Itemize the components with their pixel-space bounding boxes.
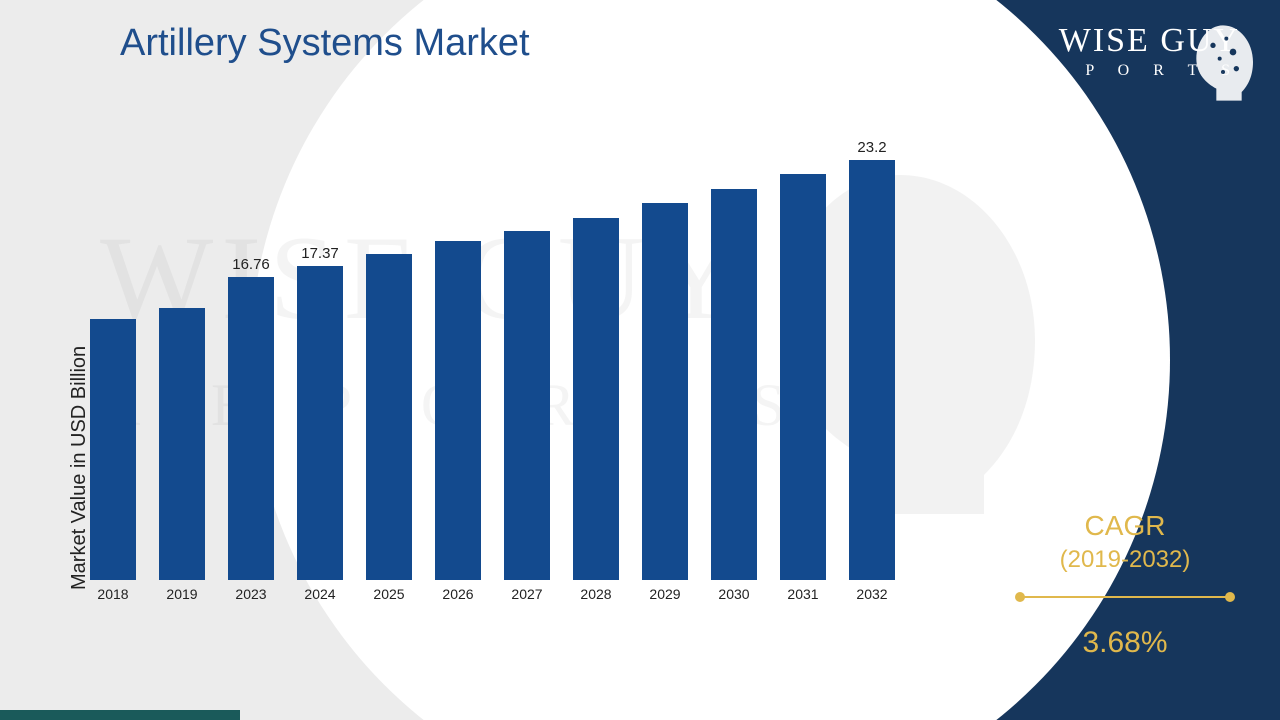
bar bbox=[642, 203, 688, 580]
x-tick-label: 2032 bbox=[856, 586, 887, 602]
y-axis-label: Market Value in USD Billion bbox=[68, 346, 91, 590]
x-tick-label: 2027 bbox=[511, 586, 542, 602]
x-tick-label: 2023 bbox=[235, 586, 266, 602]
bar: 17.37 bbox=[297, 266, 343, 580]
x-tick-label: 2029 bbox=[649, 586, 680, 602]
logo-head-icon bbox=[1188, 22, 1258, 102]
bar bbox=[711, 189, 757, 580]
bar bbox=[366, 254, 412, 580]
x-tick-label: 2028 bbox=[580, 586, 611, 602]
bar: 16.76 bbox=[228, 277, 274, 580]
bar bbox=[780, 174, 826, 580]
x-tick-label: 2025 bbox=[373, 586, 404, 602]
cagr-value: 3.68% bbox=[1010, 626, 1240, 660]
cagr-period: (2019-2032) bbox=[1010, 546, 1240, 574]
bar-value-label: 23.2 bbox=[857, 139, 886, 156]
cagr-title: CAGR bbox=[1010, 510, 1240, 542]
cagr-divider bbox=[1020, 596, 1230, 598]
bar bbox=[90, 319, 136, 580]
plot-region: 2018201916.76202317.37202420252026202720… bbox=[90, 160, 920, 580]
x-tick-label: 2018 bbox=[97, 586, 128, 602]
chart-title: Artillery Systems Market bbox=[120, 22, 530, 65]
bar: 23.2 bbox=[849, 160, 895, 580]
chart-area: Market Value in USD Billion 2018201916.7… bbox=[50, 160, 920, 610]
x-tick-label: 2030 bbox=[718, 586, 749, 602]
bar bbox=[504, 231, 550, 580]
x-tick-label: 2019 bbox=[166, 586, 197, 602]
bar bbox=[435, 241, 481, 580]
bar-value-label: 17.37 bbox=[301, 245, 339, 262]
cagr-block: CAGR (2019-2032) 3.68% bbox=[1010, 510, 1240, 660]
x-tick-label: 2031 bbox=[787, 586, 818, 602]
x-tick-label: 2026 bbox=[442, 586, 473, 602]
bar-value-label: 16.76 bbox=[232, 256, 270, 273]
x-tick-label: 2024 bbox=[304, 586, 335, 602]
infographic-canvas: WISE GUY R E P O R T S Artillery Systems… bbox=[0, 0, 1280, 720]
bottom-accent-bar bbox=[0, 710, 240, 720]
bar bbox=[573, 218, 619, 580]
bar bbox=[159, 308, 205, 580]
